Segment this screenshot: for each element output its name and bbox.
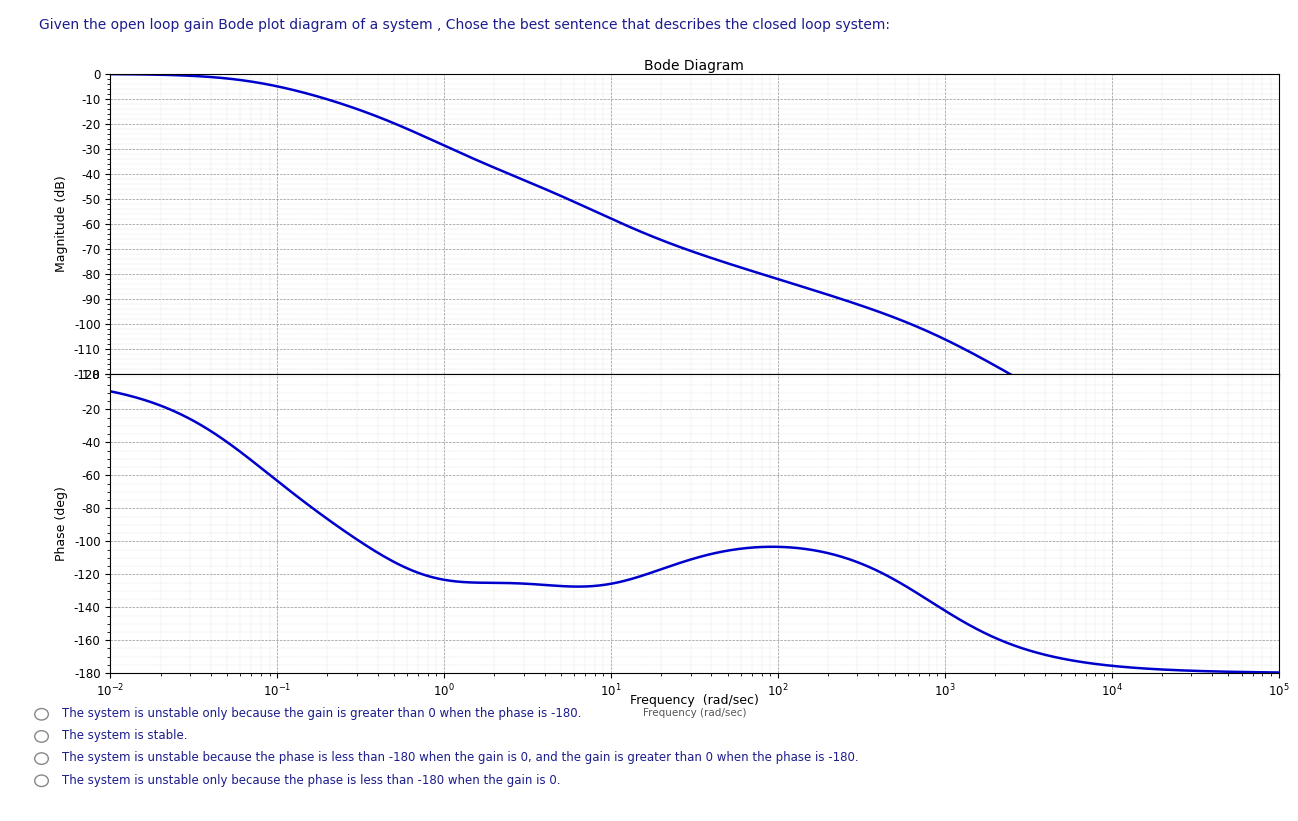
Y-axis label: Magnitude (dB): Magnitude (dB): [56, 176, 69, 272]
Text: Given the open loop gain Bode plot diagram of a system , Chose the best sentence: Given the open loop gain Bode plot diagr…: [39, 18, 890, 32]
Text: Frequency  (rad/sec): Frequency (rad/sec): [630, 694, 759, 707]
Text: The system is unstable only because the phase is less than -180 when the gain is: The system is unstable only because the …: [62, 773, 561, 787]
Title: Bode Diagram: Bode Diagram: [645, 59, 744, 73]
Text: The system is unstable only because the gain is greater than 0 when the phase is: The system is unstable only because the …: [62, 707, 582, 720]
Y-axis label: Phase (deg): Phase (deg): [56, 486, 69, 561]
Text: The system is stable.: The system is stable.: [62, 729, 188, 742]
Text: The system is unstable because the phase is less than -180 when the gain is 0, a: The system is unstable because the phase…: [62, 751, 859, 764]
Text: Frequency (rad/sec): Frequency (rad/sec): [643, 708, 746, 718]
